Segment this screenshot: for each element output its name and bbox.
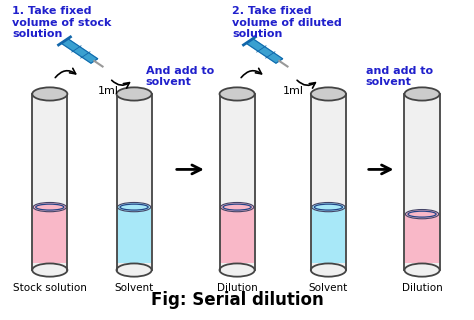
Bar <box>404 94 439 270</box>
Ellipse shape <box>118 203 151 212</box>
Ellipse shape <box>312 203 345 212</box>
Bar <box>117 94 152 270</box>
Bar <box>311 94 346 270</box>
Text: Fig: Serial dilution: Fig: Serial dilution <box>151 292 323 309</box>
Text: 2. Take fixed
volume of diluted
solution: 2. Take fixed volume of diluted solution <box>232 6 342 39</box>
Bar <box>32 94 67 270</box>
Text: And add to
solvent: And add to solvent <box>146 66 214 87</box>
Text: Solvent: Solvent <box>114 283 154 292</box>
Text: Stock solution: Stock solution <box>13 283 87 292</box>
Bar <box>312 207 345 263</box>
Ellipse shape <box>311 87 346 100</box>
Text: Solvent: Solvent <box>309 283 348 292</box>
Bar <box>33 207 66 263</box>
Text: 1. Take fixed
volume of stock
solution: 1. Take fixed volume of stock solution <box>12 6 112 39</box>
Text: Dilution: Dilution <box>401 283 442 292</box>
Ellipse shape <box>33 203 66 212</box>
Text: 1ml: 1ml <box>283 86 304 96</box>
Ellipse shape <box>405 210 438 219</box>
Polygon shape <box>246 39 283 63</box>
Text: Dilution: Dilution <box>217 283 257 292</box>
Text: 1ml: 1ml <box>98 86 119 96</box>
Bar <box>118 207 151 263</box>
Ellipse shape <box>117 263 152 277</box>
Text: and add to
solvent: and add to solvent <box>366 66 433 87</box>
Ellipse shape <box>219 87 255 100</box>
Bar <box>405 214 438 263</box>
Ellipse shape <box>32 263 67 277</box>
Ellipse shape <box>404 263 439 277</box>
Bar <box>220 207 254 263</box>
Bar <box>219 94 255 270</box>
Polygon shape <box>61 39 98 63</box>
Ellipse shape <box>117 87 152 100</box>
Ellipse shape <box>32 87 67 100</box>
Ellipse shape <box>219 263 255 277</box>
Ellipse shape <box>311 263 346 277</box>
Ellipse shape <box>220 203 254 212</box>
Ellipse shape <box>404 87 439 100</box>
